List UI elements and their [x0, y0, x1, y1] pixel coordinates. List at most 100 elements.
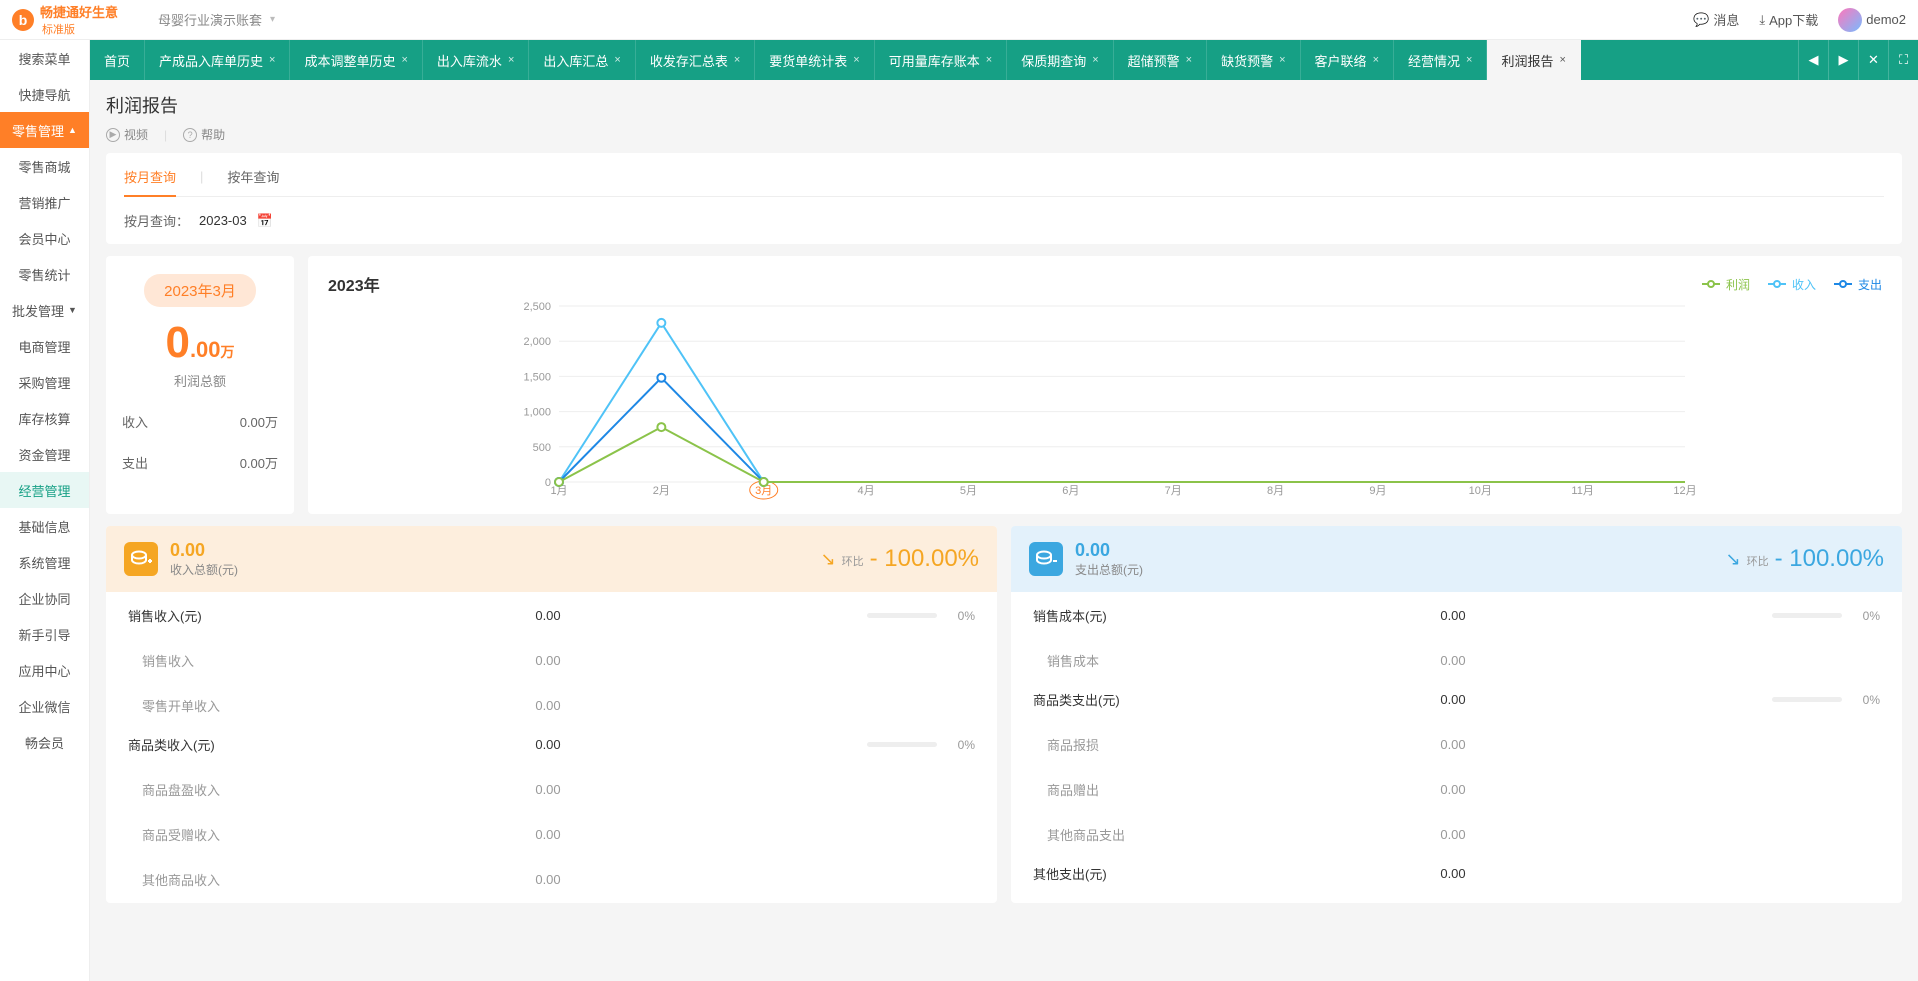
help-link[interactable]: ? 帮助	[183, 126, 225, 143]
close-icon[interactable]: ×	[1186, 54, 1192, 66]
detail-row: 其他商品收入0.00	[106, 860, 997, 899]
row-name: 商品类支出(元)	[1033, 690, 1313, 709]
sidebar-item[interactable]: 企业协同	[0, 580, 89, 616]
tab-label: 首页	[104, 51, 130, 70]
tab[interactable]: 超储预警×	[1114, 40, 1207, 80]
sidebar-item[interactable]: 经营管理	[0, 472, 89, 508]
tab[interactable]: 首页	[90, 40, 145, 80]
tab[interactable]: 出入库流水×	[423, 40, 529, 80]
tab[interactable]: 经营情况 ×	[1394, 40, 1487, 80]
tabs-close-all[interactable]: ✕	[1858, 40, 1888, 80]
expense-total-value: 0.00	[1075, 540, 1143, 561]
sidebar-item[interactable]: 应用中心	[0, 652, 89, 688]
detail-row: 其他支出(元)0.00	[1011, 854, 1902, 893]
sidebar-item[interactable]: 营销推广	[0, 184, 89, 220]
sidebar-item[interactable]: 零售商城	[0, 148, 89, 184]
sidebar-item[interactable]: 新手引导	[0, 616, 89, 652]
tab[interactable]: 可用量库存账本×	[875, 40, 1007, 80]
tab[interactable]: 产成品入库单历史×	[145, 40, 290, 80]
row-name: 其他支出(元)	[1033, 864, 1313, 883]
logo-text: 畅捷通好生意	[40, 2, 118, 21]
app-download-button[interactable]: ⤓ App下载	[1759, 10, 1818, 29]
close-icon[interactable]: ×	[401, 54, 407, 66]
account-selector[interactable]: 母婴行业演示账套 ▾	[158, 10, 275, 29]
trend-down-icon: ↘	[1726, 549, 1741, 570]
profit-total: 0.00万	[122, 321, 278, 365]
close-icon[interactable]: ×	[1279, 54, 1285, 66]
tab[interactable]: 要货单统计表×	[755, 40, 874, 80]
row-value: 0.00	[408, 827, 688, 842]
sidebar-item[interactable]: 资金管理	[0, 436, 89, 472]
income-total-value: 0.00	[170, 540, 238, 561]
tab-by-month[interactable]: 按月查询	[124, 167, 176, 196]
sidebar-item[interactable]: 快捷导航	[0, 76, 89, 112]
close-icon[interactable]: ×	[734, 54, 740, 66]
tab-by-year[interactable]: 按年查询	[227, 167, 279, 196]
close-icon[interactable]: ×	[1559, 54, 1565, 66]
profit-caption: 利润总额	[122, 371, 278, 390]
help-label: 帮助	[201, 126, 225, 143]
sidebar-item[interactable]: 系统管理	[0, 544, 89, 580]
income-value: 0.00万	[240, 412, 278, 431]
svg-text:8月: 8月	[1267, 485, 1284, 497]
close-icon[interactable]: ×	[853, 54, 859, 66]
sidebar-item[interactable]: 基础信息	[0, 508, 89, 544]
svg-text:2,000: 2,000	[523, 336, 551, 348]
row-name: 销售收入	[128, 651, 408, 670]
download-icon: ⤓	[1759, 12, 1765, 28]
detail-row: 商品报损0.00	[1011, 725, 1902, 764]
tab[interactable]: 成本调整单历史×	[290, 40, 422, 80]
close-icon[interactable]: ×	[269, 54, 275, 66]
tabs-scroll-right[interactable]: ▶	[1828, 40, 1858, 80]
sidebar-item[interactable]: 零售统计	[0, 256, 89, 292]
close-icon[interactable]: ×	[614, 54, 620, 66]
row-name: 其他商品支出	[1033, 825, 1313, 844]
calendar-icon[interactable]: 📅	[257, 213, 273, 229]
messages-button[interactable]: 💬 消息	[1693, 10, 1739, 29]
income-total-label: 收入总额(元)	[170, 561, 238, 578]
fullscreen-button[interactable]: ⛶	[1888, 40, 1918, 80]
summary-card: 2023年3月 0.00万 利润总额 收入 0.00万 支出 0.00万	[106, 256, 294, 514]
close-icon[interactable]: ×	[986, 54, 992, 66]
expense-icon	[1029, 542, 1063, 576]
sidebar-item[interactable]: 库存核算	[0, 400, 89, 436]
detail-row: 商品类收入(元)0.000%	[106, 725, 997, 764]
expense-mom-label: 环比	[1747, 553, 1769, 569]
close-icon[interactable]: ×	[1466, 54, 1472, 66]
sidebar-item[interactable]: 电商管理	[0, 328, 89, 364]
tab[interactable]: 出入库汇总 ×	[529, 40, 635, 80]
tab[interactable]: 收发存汇总表×	[636, 40, 755, 80]
tab-label: 出入库汇总	[543, 51, 608, 70]
query-panel: 按月查询 | 按年查询 按月查询： 2023-03 📅	[106, 153, 1902, 244]
sidebar-item[interactable]: 畅会员	[0, 724, 89, 760]
video-help-link[interactable]: ▶ 视频	[106, 126, 148, 143]
tab[interactable]: 利润报告×	[1487, 40, 1580, 80]
legend-profit[interactable]: 利润	[1702, 276, 1750, 293]
detail-row: 商品盘盈收入0.00	[106, 770, 997, 809]
tab[interactable]: 缺货预警×	[1207, 40, 1300, 80]
tab-label: 经营情况	[1408, 51, 1460, 70]
user-menu[interactable]: demo2	[1838, 8, 1906, 32]
sidebar-item[interactable]: 零售管理▲	[0, 112, 89, 148]
tab[interactable]: 保质期查询×	[1007, 40, 1113, 80]
expense-value: 0.00万	[240, 453, 278, 472]
sidebar-item[interactable]: 批发管理▼	[0, 292, 89, 328]
svg-text:9月: 9月	[1369, 485, 1386, 497]
detail-row: 销售成本0.00	[1011, 641, 1902, 680]
close-icon[interactable]: ×	[1092, 54, 1098, 66]
row-value: 0.00	[1313, 866, 1593, 881]
tabs-scroll-left[interactable]: ◀	[1798, 40, 1828, 80]
sidebar-item[interactable]: 企业微信	[0, 688, 89, 724]
legend-income[interactable]: 收入	[1768, 276, 1816, 293]
detail-row: 零售开单收入0.00	[106, 686, 997, 725]
tab[interactable]: 客户联络×	[1301, 40, 1394, 80]
close-icon[interactable]: ×	[508, 54, 514, 66]
close-icon[interactable]: ×	[1373, 54, 1379, 66]
legend-expense[interactable]: 支出	[1834, 276, 1882, 293]
tabs-bar: 首页产成品入库单历史×成本调整单历史×出入库流水×出入库汇总×收发存汇总表×要货…	[90, 40, 1918, 80]
logo: b 畅捷通好生意 标准版	[12, 2, 118, 37]
sidebar-item[interactable]: 会员中心	[0, 220, 89, 256]
sidebar-item[interactable]: 搜索菜单	[0, 40, 89, 76]
sidebar-item[interactable]: 采购管理	[0, 364, 89, 400]
line-chart: 05001,0001,5002,0002,5001月2月3月4月5月6月7月8月…	[328, 296, 1882, 506]
